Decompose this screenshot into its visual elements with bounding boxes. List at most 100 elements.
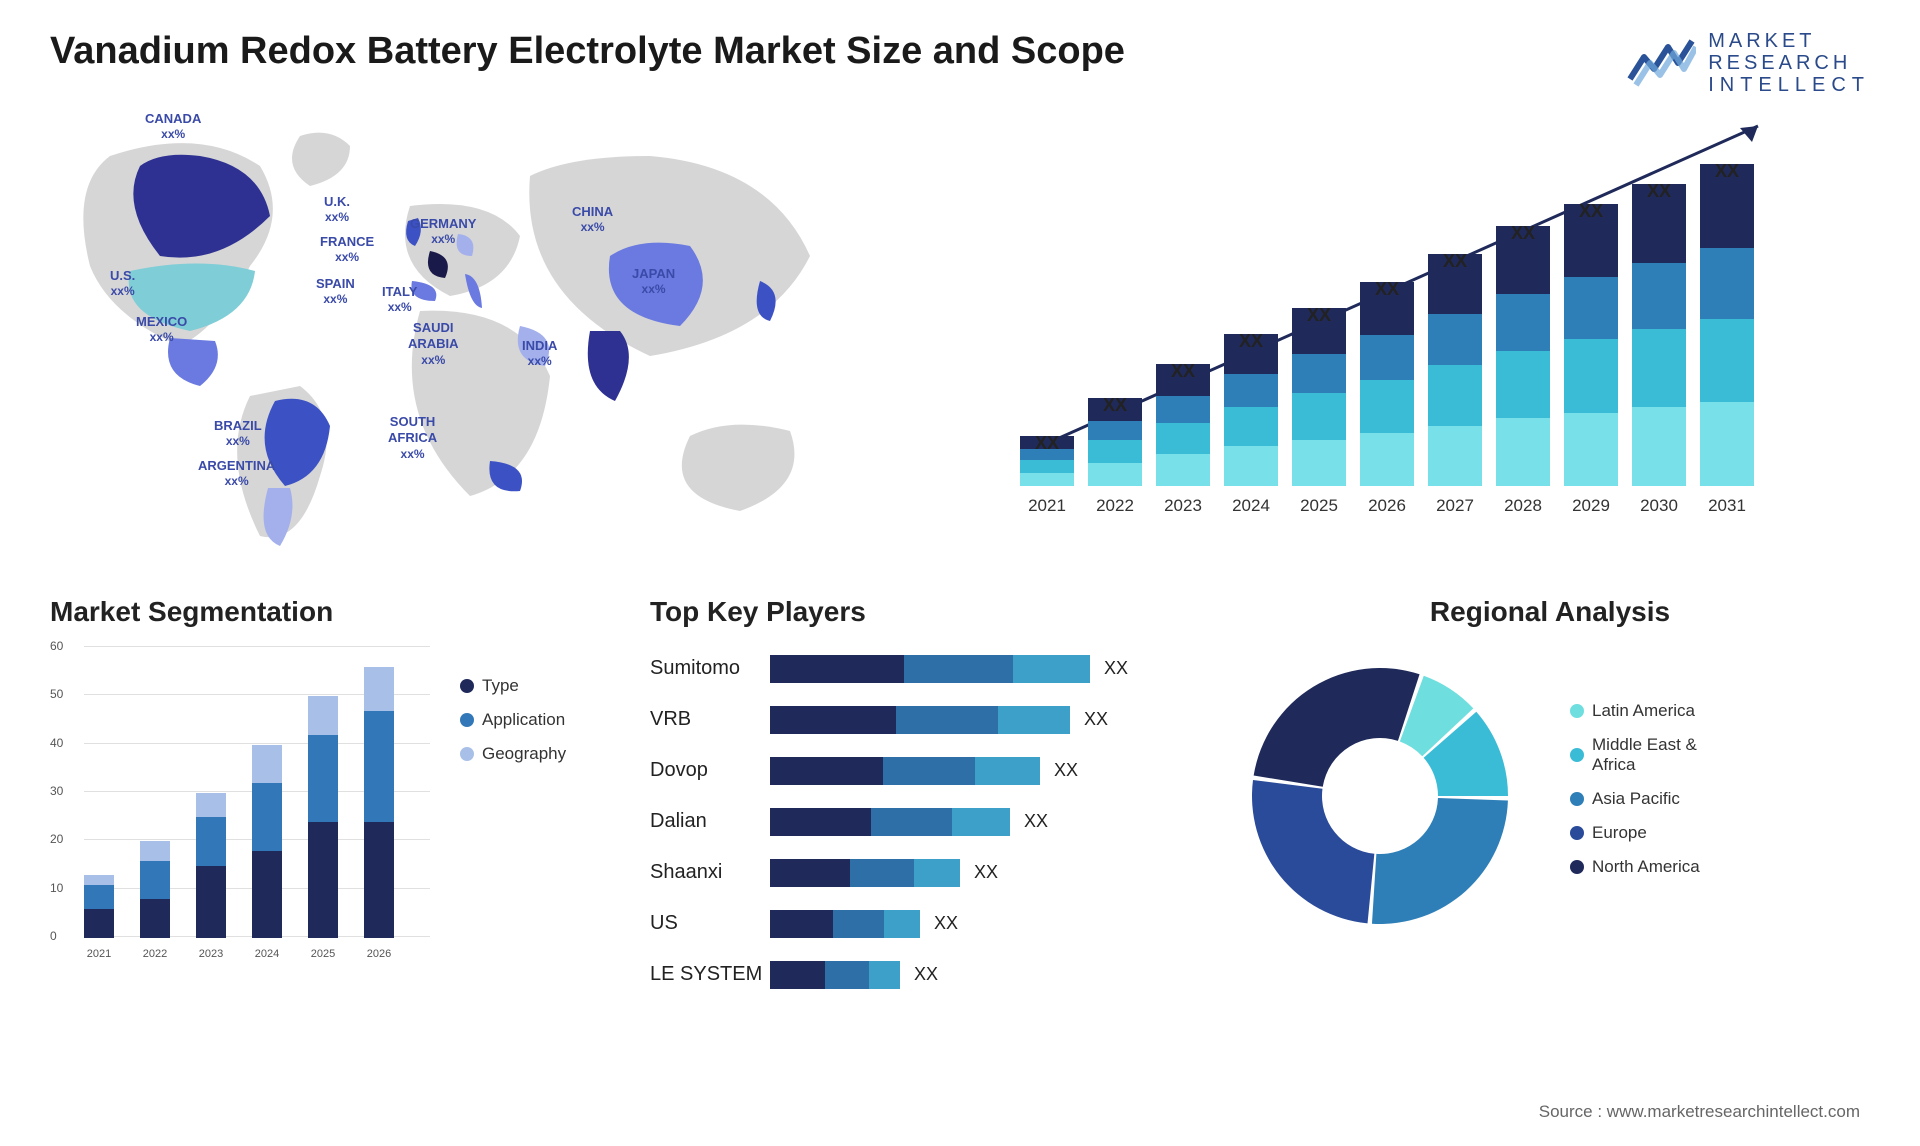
map-label-spain: SPAINxx% (316, 276, 355, 307)
player-bar (770, 655, 1090, 683)
bar-value-label: XX (1020, 433, 1074, 454)
bar-segment (1700, 402, 1754, 486)
map-label-japan: JAPANxx% (632, 266, 675, 297)
y-tick-label: 0 (50, 929, 57, 943)
player-bar (770, 757, 1040, 785)
player-bar (770, 910, 920, 938)
seg-bar-2021 (84, 875, 114, 938)
bar-value-label: XX (1564, 201, 1618, 222)
player-value-label: XX (914, 964, 938, 985)
year-label: 2021 (1028, 496, 1066, 516)
player-name-label: Sumitomo (650, 657, 770, 680)
donut-slice-north-america (1254, 668, 1420, 787)
seg-segment (140, 861, 170, 900)
player-name-label: Dalian (650, 810, 770, 833)
player-bar-segment (833, 910, 884, 938)
bar-segment (1088, 463, 1142, 486)
player-name-label: Dovop (650, 759, 770, 782)
map-label-saudi-narabia: SAUDIARABIAxx% (408, 320, 459, 368)
bar-segment (1564, 277, 1618, 339)
y-tick-label: 20 (50, 832, 63, 846)
map-label-mexico: MEXICOxx% (136, 314, 187, 345)
seg-segment (196, 866, 226, 939)
year-bar-2030: XX 2030 (1632, 184, 1686, 516)
bar-segment (1020, 460, 1074, 473)
bar-segment (1292, 393, 1346, 439)
bar-value-label: XX (1700, 161, 1754, 182)
player-bar-segment (871, 808, 953, 836)
map-label-u-s-: U.S.xx% (110, 268, 135, 299)
player-bar-segment (825, 961, 869, 989)
brand-logo: MARKET RESEARCH INTELLECT (1626, 30, 1870, 96)
bar-value-label: XX (1156, 361, 1210, 382)
segmentation-legend: TypeApplicationGeography (460, 676, 566, 778)
seg-year-label: 2024 (248, 948, 286, 960)
player-row-shaanxi: ShaanxiXX (650, 850, 1190, 895)
bar-segment (1292, 354, 1346, 393)
bar-segment (1564, 339, 1618, 412)
seg-segment (308, 822, 338, 938)
player-row-us: USXX (650, 901, 1190, 946)
world-map-panel: CANADAxx%U.S.xx%MEXICOxx%BRAZILxx%ARGENT… (50, 116, 950, 556)
player-value-label: XX (1054, 760, 1078, 781)
y-tick-label: 10 (50, 881, 63, 895)
player-row-dovop: Dovop XX (650, 748, 1190, 793)
regional-legend: Latin AmericaMiddle East &AfricaAsia Pac… (1570, 701, 1700, 891)
y-tick-label: 60 (50, 639, 63, 653)
year-bar-2028: XX2028 (1496, 226, 1550, 516)
regional-analysis-panel: Regional Analysis Latin AmericaMiddle Ea… (1230, 596, 1870, 1026)
donut-slice-asia-pacific (1372, 798, 1508, 924)
logo-line1: MARKET (1708, 30, 1870, 52)
bar-value-label: XX (1632, 181, 1686, 202)
logo-line3: INTELLECT (1708, 74, 1870, 96)
year-label: 2023 (1164, 496, 1202, 516)
bar-segment (1156, 423, 1210, 455)
bar-value-label: XX (1360, 279, 1414, 300)
seg-segment (252, 851, 282, 938)
player-bar-segment (770, 757, 883, 785)
bar-segment (1496, 294, 1550, 351)
year-bar-2027: XX2027 (1428, 254, 1482, 516)
legend-dot-icon (460, 747, 474, 761)
year-label: 2028 (1504, 496, 1542, 516)
player-value-label: XX (934, 913, 958, 934)
seg-bar-2026 (364, 667, 394, 938)
legend-item-application: Application (460, 710, 566, 730)
region-legend-label: Europe (1592, 823, 1647, 843)
year-label: 2030 (1640, 496, 1678, 516)
player-bar-segment (975, 757, 1040, 785)
bar-segment (1632, 263, 1686, 329)
bar-segment (1088, 440, 1142, 463)
legend-dot-icon (1570, 860, 1584, 874)
seg-year-label: 2023 (192, 948, 230, 960)
regional-title: Regional Analysis (1230, 596, 1870, 628)
map-label-germany: GERMANYxx% (410, 216, 476, 247)
seg-segment (84, 909, 114, 938)
players-title: Top Key Players (650, 596, 1190, 628)
legend-dot-icon (1570, 826, 1584, 840)
regional-donut-chart (1230, 646, 1530, 946)
player-value-label: XX (974, 862, 998, 883)
region-legend-item: Middle East &Africa (1570, 735, 1700, 775)
region-legend-item: Europe (1570, 823, 1700, 843)
year-bar-2023: XX 2023 (1156, 364, 1210, 516)
player-bar-segment (896, 706, 998, 734)
player-bar (770, 859, 960, 887)
seg-segment (84, 885, 114, 909)
seg-year-label: 2025 (304, 948, 342, 960)
bar-segment (1428, 365, 1482, 425)
year-bar-2026: XX2026 (1360, 282, 1414, 516)
bar-value-label: XX (1088, 395, 1142, 416)
player-value-label: XX (1084, 709, 1108, 730)
player-bar-segment (998, 706, 1070, 734)
region-legend-label: Middle East &Africa (1592, 735, 1697, 775)
seg-segment (196, 817, 226, 865)
player-bar (770, 706, 1070, 734)
logo-line2: RESEARCH (1708, 52, 1870, 74)
seg-year-label: 2022 (136, 948, 174, 960)
player-row-le-system: LE SYSTEMXX (650, 952, 1190, 997)
player-bar-segment (850, 859, 915, 887)
bar-value-label: XX (1224, 331, 1278, 352)
logo-mark-icon (1626, 35, 1696, 91)
bar-value-label: XX (1428, 251, 1482, 272)
